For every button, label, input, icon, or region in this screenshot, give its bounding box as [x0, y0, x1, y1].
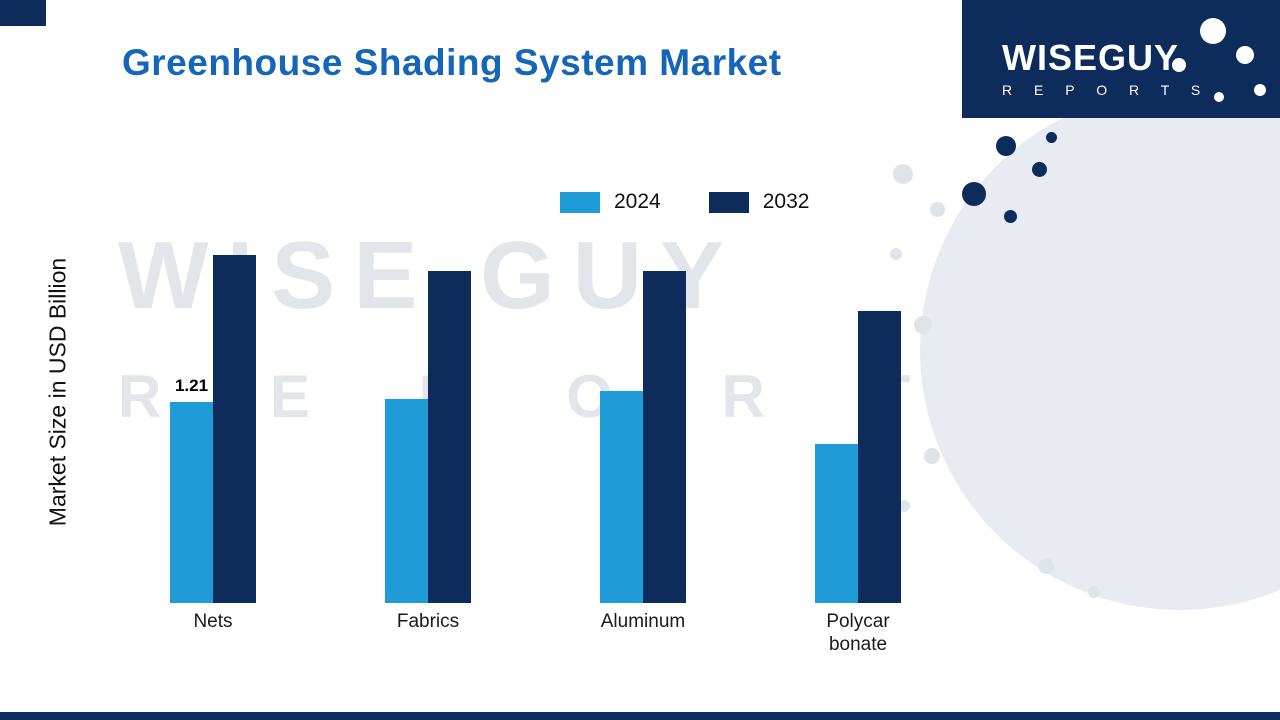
bar-chart: 1.21 Nets Fabrics Aluminum Polycar bonate [128, 230, 928, 655]
decor-dot [1038, 558, 1054, 574]
decor-dot [898, 500, 910, 512]
decor-dot [1214, 92, 1224, 102]
decor-dot [930, 202, 945, 217]
bar-polycarbonate-2024 [815, 444, 858, 603]
decor-dot [996, 136, 1016, 156]
bar-group-aluminum [600, 271, 686, 603]
bar-nets-2024: 1.21 [170, 376, 213, 603]
decor-dot [890, 248, 902, 260]
legend-swatch-2032 [708, 191, 749, 213]
head-silhouette [920, 90, 1280, 610]
bar-fabrics-2032 [428, 271, 471, 603]
legend-label-2032: 2032 [762, 190, 810, 213]
decor-dot [914, 316, 932, 334]
logo-brand: WISEGUY [1002, 37, 1180, 78]
page-title: Greenhouse Shading System Market [122, 42, 782, 83]
legend-label-2024: 2024 [614, 190, 661, 213]
corner-accent [0, 0, 46, 26]
category-label-fabrics: Fabrics [396, 611, 460, 632]
decor-dot [1254, 84, 1266, 96]
watermark-line2: R E P O R T S [118, 363, 1059, 430]
decor-dot [1172, 58, 1186, 72]
decor-dot [893, 164, 913, 184]
decor-dot [924, 448, 940, 464]
decor-dot [1088, 586, 1100, 598]
decor-dot [1236, 46, 1254, 64]
decor-dot [1200, 18, 1226, 44]
bar-aluminum-2032 [643, 271, 686, 603]
legend-item-2032: 2032 [708, 190, 810, 214]
category-label-polycarbonate: Polycar bonate [826, 611, 890, 655]
decor-dot [1004, 210, 1017, 223]
decor-dot [1046, 132, 1057, 143]
bar-aluminum-2024 [600, 391, 643, 603]
legend-swatch-2024 [560, 191, 600, 213]
bar-value-label: 1.21 [174, 376, 209, 395]
bar-group-polycarbonate [815, 311, 901, 603]
logo-reports: R E P O R T S [1002, 82, 1210, 98]
legend: 2024 2032 [560, 190, 809, 214]
category-label-aluminum: Aluminum [600, 611, 686, 632]
logo-text: WISEGUY R E P O R T S [1002, 37, 1210, 99]
category-label-nets: Nets [193, 611, 233, 632]
bar-group-nets: 1.21 [170, 255, 256, 603]
bar-group-fabrics [385, 271, 471, 603]
bar-polycarbonate-2032 [858, 311, 901, 603]
legend-item-2024: 2024 [560, 190, 661, 214]
bar-fabrics-2024 [385, 399, 428, 603]
y-axis-label: Market Size in USD Billion [44, 257, 71, 527]
decor-dot [1032, 162, 1047, 177]
bottom-bar [0, 712, 1280, 720]
logo: WISEGUY R E P O R T S [962, 0, 1280, 118]
bar-nets-2032 [213, 255, 256, 603]
decor-dot [962, 182, 986, 206]
